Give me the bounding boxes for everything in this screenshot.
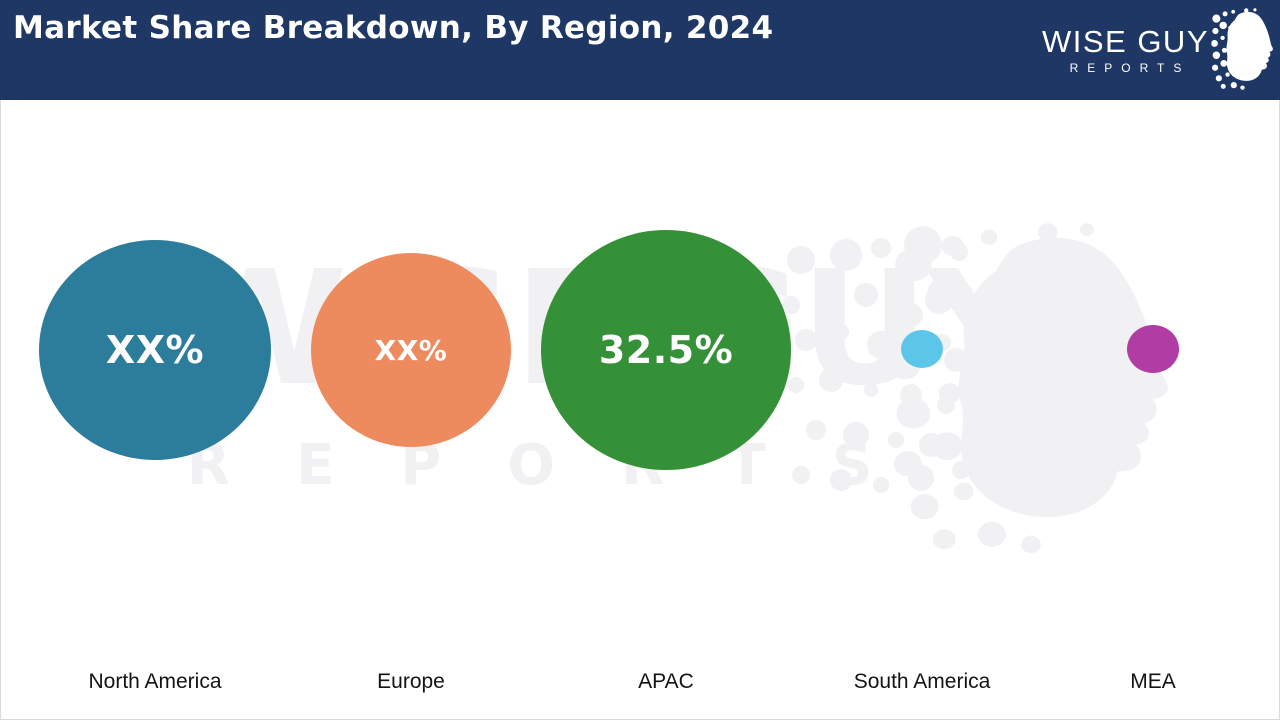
header-bar: Market Share Breakdown, By Region, 2024 … <box>0 0 1280 100</box>
category-label-mea: MEA <box>1130 670 1176 693</box>
bubble-value-apac: 32.5% <box>598 328 734 372</box>
page-title: Market Share Breakdown, By Region, 2024 <box>13 10 774 46</box>
bubble-chart: WISE GUY REPORTS XX <box>0 100 1280 720</box>
bubble-south-america <box>901 330 943 368</box>
category-label-south-america: South America <box>853 670 991 693</box>
bubble-mea <box>1127 325 1179 373</box>
brand-logo-text: WISE GUY REPORTS <box>1041 24 1209 75</box>
watermark-reports-text: REPORTS <box>187 433 939 498</box>
category-label-north-america: North America <box>88 670 222 693</box>
brand-subtitle: REPORTS <box>1069 60 1191 75</box>
bubble-value-north-america: XX% <box>105 328 205 372</box>
category-label-europe: Europe <box>377 670 445 693</box>
bubble-value-europe: XX% <box>374 333 448 367</box>
bubble-apac: 32.5% <box>541 230 791 470</box>
bubble-north-america: XX% <box>39 240 271 460</box>
category-label-apac: APAC <box>638 670 694 693</box>
brand-name: WISE GUY <box>1041 24 1209 60</box>
brand-logo: WISE GUY REPORTS <box>1042 8 1274 92</box>
watermark-head-icon <box>891 222 1171 562</box>
watermark-dots <box>782 226 979 493</box>
bubble-europe: XX% <box>311 253 511 447</box>
dotted-head-icon <box>1211 8 1274 92</box>
